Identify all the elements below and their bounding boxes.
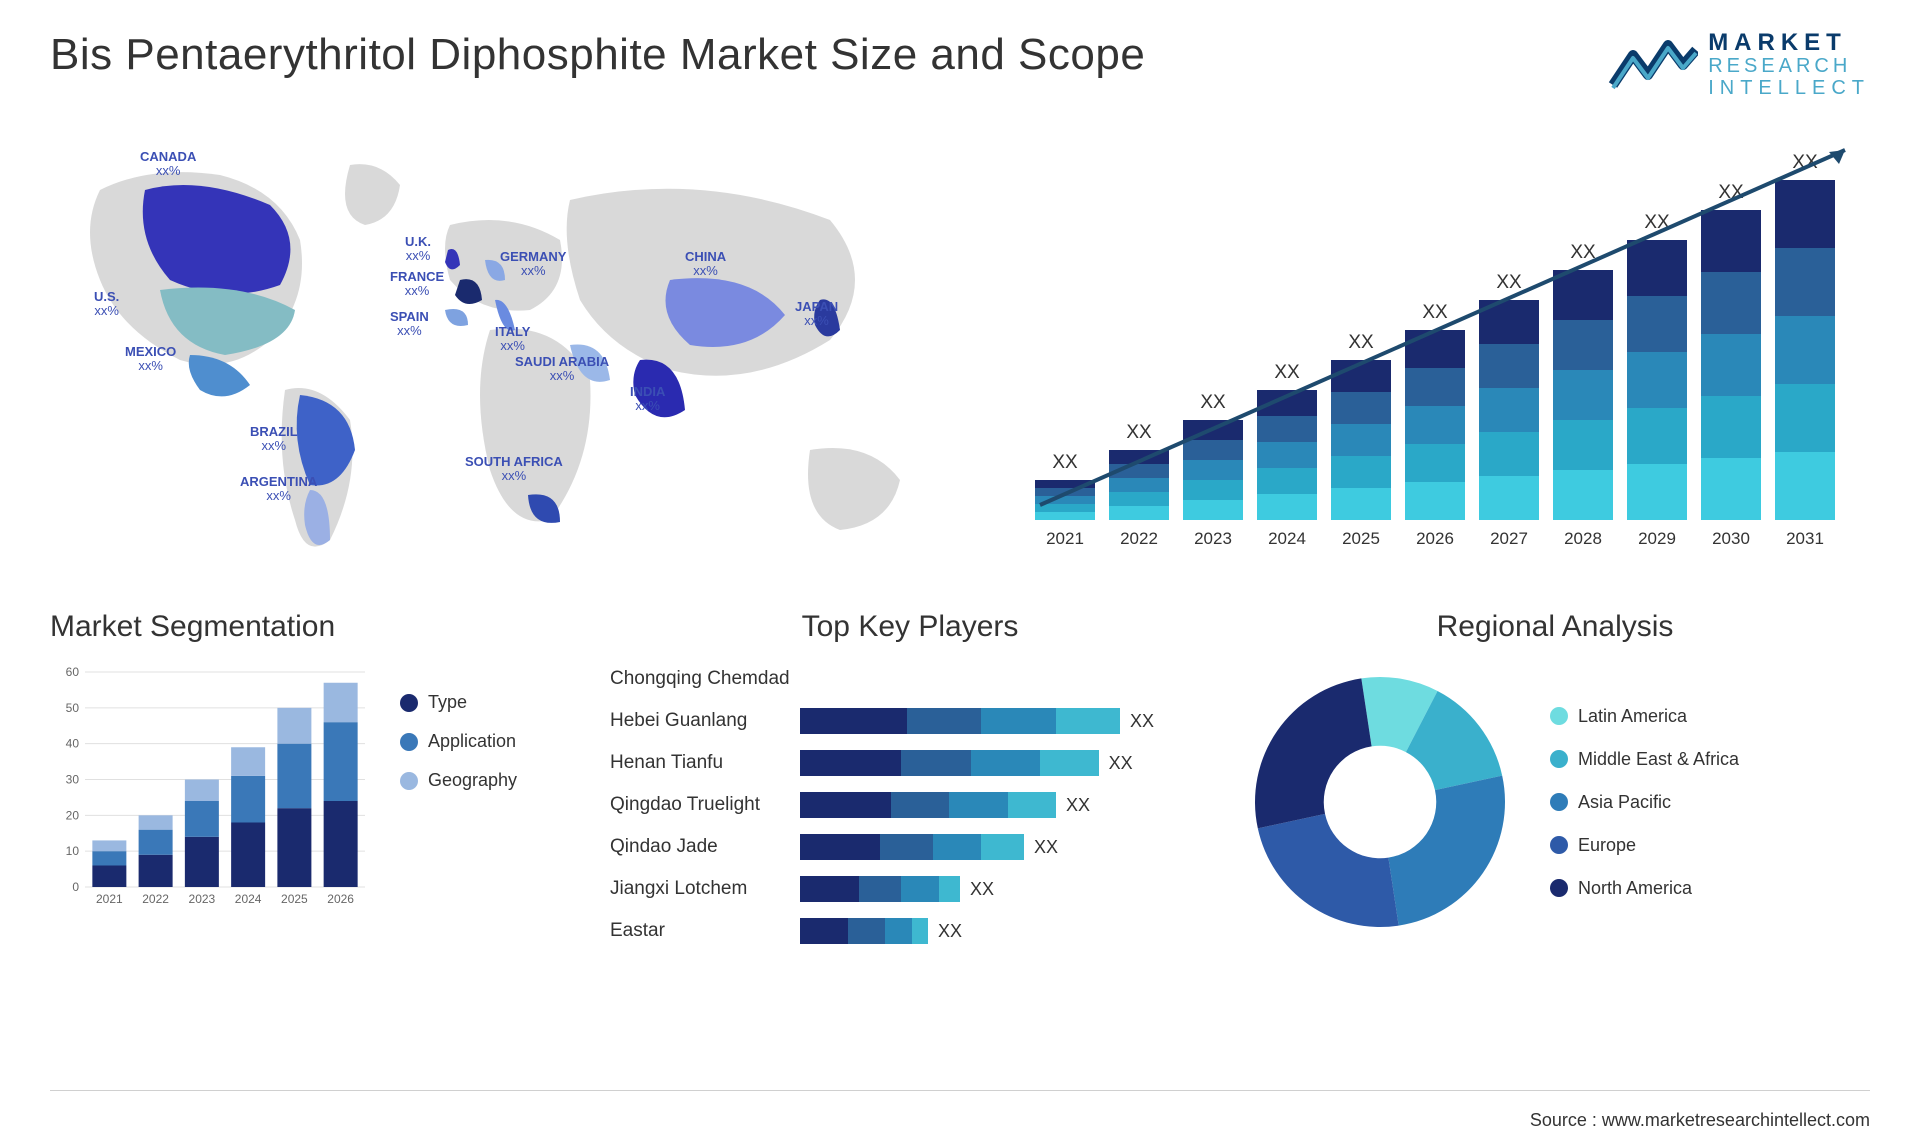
seg-legend-application: Application bbox=[400, 731, 517, 752]
map-label-france: FRANCExx% bbox=[390, 270, 444, 299]
regional-legend-item: Europe bbox=[1550, 835, 1739, 856]
svg-text:XX: XX bbox=[1126, 422, 1152, 443]
player-label: Qindao Jade bbox=[610, 836, 800, 858]
svg-text:2029: 2029 bbox=[1638, 529, 1676, 548]
growth-bar-chart: XX 2021 XX 2022 XX 2023 XX 2024 XX 2025 XX 2026 XX 20… bbox=[1010, 130, 1870, 560]
svg-text:2030: 2030 bbox=[1712, 529, 1750, 548]
player-row: Qingdao Truelight XX bbox=[610, 788, 1210, 822]
footer-divider bbox=[50, 1090, 1870, 1091]
svg-text:XX: XX bbox=[1052, 452, 1078, 473]
map-label-germany: GERMANYxx% bbox=[500, 250, 566, 279]
map-label-japan: JAPANxx% bbox=[795, 300, 838, 329]
map-label-u-k-: U.K.xx% bbox=[405, 235, 431, 264]
segmentation-chart: 0 10 20 30 40 50 60 2021 2022 2023 2024 2025 2026 bbox=[50, 662, 380, 912]
map-label-china: CHINAxx% bbox=[685, 250, 726, 279]
svg-text:10: 10 bbox=[66, 844, 80, 858]
player-label: Jiangxi Lotchem bbox=[610, 878, 800, 900]
svg-text:2028: 2028 bbox=[1564, 529, 1602, 548]
player-row: Chongqing Chemdad bbox=[610, 662, 1210, 696]
svg-text:2027: 2027 bbox=[1490, 529, 1528, 548]
player-value: XX bbox=[1109, 753, 1133, 774]
svg-text:50: 50 bbox=[66, 701, 80, 715]
svg-text:2022: 2022 bbox=[1120, 529, 1158, 548]
regional-legend-item: Latin America bbox=[1550, 706, 1739, 727]
regional-legend-item: North America bbox=[1550, 878, 1739, 899]
player-row: Eastar XX bbox=[610, 914, 1210, 948]
player-value: XX bbox=[1066, 795, 1090, 816]
map-label-mexico: MEXICOxx% bbox=[125, 345, 176, 374]
regional-legend: Latin America Middle East & Africa Asia Pa… bbox=[1550, 706, 1739, 899]
map-label-india: INDIAxx% bbox=[630, 385, 665, 414]
svg-text:2021: 2021 bbox=[1046, 529, 1084, 548]
svg-text:XX: XX bbox=[1200, 392, 1226, 413]
brand-logo: MARKET RESEARCH INTELLECT bbox=[1608, 30, 1870, 100]
player-label: Hebei Guanlang bbox=[610, 710, 800, 732]
svg-text:20: 20 bbox=[66, 808, 80, 822]
logo-text-1: MARKET bbox=[1708, 31, 1870, 55]
svg-text:2025: 2025 bbox=[1342, 529, 1380, 548]
map-label-italy: ITALYxx% bbox=[495, 325, 530, 354]
svg-text:XX: XX bbox=[1348, 332, 1374, 353]
player-label: Chongqing Chemdad bbox=[610, 668, 800, 690]
regional-title: Regional Analysis bbox=[1240, 610, 1870, 644]
svg-text:2025: 2025 bbox=[281, 892, 308, 906]
player-row: Henan Tianfu XX bbox=[610, 746, 1210, 780]
world-map: CANADAxx% U.S.xx% MEXICOxx% U.K.xx% FRANCExx… bbox=[50, 130, 970, 560]
svg-text:0: 0 bbox=[72, 880, 79, 894]
svg-text:2023: 2023 bbox=[1194, 529, 1232, 548]
player-row: Jiangxi Lotchem XX bbox=[610, 872, 1210, 906]
map-label-brazil: BRAZILxx% bbox=[250, 425, 298, 454]
seg-legend-geography: Geography bbox=[400, 770, 517, 791]
player-label: Henan Tianfu bbox=[610, 752, 800, 774]
svg-text:2024: 2024 bbox=[1268, 529, 1306, 548]
segmentation-legend: Type Application Geography bbox=[400, 662, 517, 791]
svg-text:2021: 2021 bbox=[96, 892, 123, 906]
map-label-spain: SPAINxx% bbox=[390, 310, 429, 339]
source-attribution: Source : www.marketresearchintellect.com bbox=[1530, 1110, 1870, 1131]
player-value: XX bbox=[938, 921, 962, 942]
player-value: XX bbox=[1130, 711, 1154, 732]
segmentation-title: Market Segmentation bbox=[50, 610, 580, 644]
svg-text:XX: XX bbox=[1274, 362, 1300, 383]
key-players-chart: Chongqing ChemdadHebei GuanlangXXHenan T… bbox=[610, 662, 1210, 948]
map-label-south-africa: SOUTH AFRICAxx% bbox=[465, 455, 563, 484]
players-title: Top Key Players bbox=[610, 610, 1210, 644]
svg-text:XX: XX bbox=[1422, 302, 1448, 323]
seg-legend-type: Type bbox=[400, 692, 517, 713]
logo-text-2: RESEARCH bbox=[1708, 55, 1870, 77]
map-label-argentina: ARGENTINAxx% bbox=[240, 475, 317, 504]
player-label: Eastar bbox=[610, 920, 800, 942]
regional-donut-chart bbox=[1240, 662, 1520, 942]
svg-text:2022: 2022 bbox=[142, 892, 169, 906]
player-value: XX bbox=[1034, 837, 1058, 858]
regional-legend-item: Asia Pacific bbox=[1550, 792, 1739, 813]
svg-text:30: 30 bbox=[66, 773, 80, 787]
player-label: Qingdao Truelight bbox=[610, 794, 800, 816]
map-label-u-s-: U.S.xx% bbox=[94, 290, 119, 319]
logo-mark-icon bbox=[1608, 30, 1698, 100]
svg-text:2023: 2023 bbox=[189, 892, 216, 906]
player-row: Qindao Jade XX bbox=[610, 830, 1210, 864]
player-value: XX bbox=[970, 879, 994, 900]
svg-text:XX: XX bbox=[1496, 272, 1522, 293]
svg-text:40: 40 bbox=[66, 737, 80, 751]
page-title: Bis Pentaerythritol Diphosphite Market S… bbox=[50, 30, 1145, 80]
map-label-saudi-arabia: SAUDI ARABIAxx% bbox=[515, 355, 609, 384]
svg-text:2031: 2031 bbox=[1786, 529, 1824, 548]
regional-legend-item: Middle East & Africa bbox=[1550, 749, 1739, 770]
svg-text:2024: 2024 bbox=[235, 892, 262, 906]
map-label-canada: CANADAxx% bbox=[140, 150, 196, 179]
svg-text:2026: 2026 bbox=[327, 892, 354, 906]
player-row: Hebei Guanlang XX bbox=[610, 704, 1210, 738]
svg-text:60: 60 bbox=[66, 665, 80, 679]
logo-text-3: INTELLECT bbox=[1708, 77, 1870, 99]
svg-text:2026: 2026 bbox=[1416, 529, 1454, 548]
